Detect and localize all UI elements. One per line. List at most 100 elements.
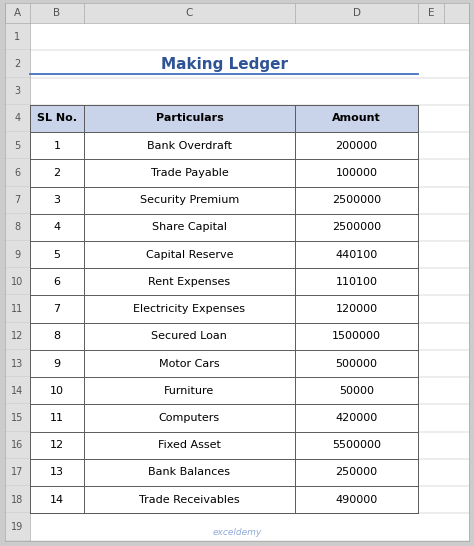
Bar [5, 132, 30, 159]
Bar [30, 187, 418, 214]
Bar [30, 405, 418, 432]
Text: 16: 16 [11, 440, 24, 450]
Text: 14: 14 [11, 386, 24, 396]
Text: Rent Expenses: Rent Expenses [148, 277, 230, 287]
Bar [5, 50, 30, 78]
Bar [5, 486, 30, 513]
Text: 18: 18 [11, 495, 24, 505]
Text: 15: 15 [11, 413, 24, 423]
Bar [5, 513, 30, 541]
Text: 120000: 120000 [336, 304, 378, 314]
Text: 2: 2 [14, 59, 21, 69]
Bar [5, 241, 30, 268]
Text: 1: 1 [54, 141, 61, 151]
Text: 420000: 420000 [336, 413, 378, 423]
Bar [30, 432, 418, 459]
Text: 5: 5 [14, 141, 21, 151]
Text: 500000: 500000 [336, 359, 378, 369]
Text: 9: 9 [54, 359, 61, 369]
Bar [5, 23, 30, 50]
Bar [5, 159, 30, 187]
Bar [30, 323, 418, 350]
Text: 10: 10 [11, 277, 24, 287]
Text: 11: 11 [50, 413, 64, 423]
Text: 100000: 100000 [336, 168, 378, 178]
Text: Fixed Asset: Fixed Asset [158, 440, 221, 450]
Text: Bank Overdraft: Bank Overdraft [147, 141, 232, 151]
Text: 2: 2 [54, 168, 61, 178]
Text: 6: 6 [14, 168, 20, 178]
Text: Making Ledger: Making Ledger [161, 57, 288, 72]
Text: Trade Payable: Trade Payable [151, 168, 228, 178]
Bar [30, 132, 418, 159]
Bar [30, 159, 418, 187]
Bar [5, 3, 469, 23]
Text: A: A [14, 8, 21, 18]
Text: 3: 3 [14, 86, 20, 96]
Text: 440100: 440100 [336, 250, 378, 260]
Text: 13: 13 [11, 359, 24, 369]
Text: 13: 13 [50, 467, 64, 477]
Bar [30, 459, 418, 486]
Text: 10: 10 [50, 386, 64, 396]
Text: 2500000: 2500000 [332, 222, 381, 233]
Text: SL No.: SL No. [37, 114, 77, 123]
Text: 12: 12 [50, 440, 64, 450]
Bar [30, 486, 418, 513]
Bar [30, 350, 418, 377]
Text: 14: 14 [50, 495, 64, 505]
Bar [5, 214, 30, 241]
Text: 5500000: 5500000 [332, 440, 381, 450]
Bar [5, 377, 30, 405]
Text: 6: 6 [54, 277, 61, 287]
Text: exceldemy: exceldemy [212, 528, 262, 537]
Text: 12: 12 [11, 331, 24, 341]
Text: Furniture: Furniture [164, 386, 215, 396]
Text: 7: 7 [14, 195, 21, 205]
Text: Electricity Expenses: Electricity Expenses [133, 304, 246, 314]
Text: 50000: 50000 [339, 386, 374, 396]
Text: 3: 3 [54, 195, 61, 205]
Bar [30, 105, 418, 132]
Text: 1500000: 1500000 [332, 331, 381, 341]
Text: Security Premium: Security Premium [140, 195, 239, 205]
Text: 4: 4 [14, 114, 20, 123]
Text: Capital Reserve: Capital Reserve [146, 250, 233, 260]
Bar [5, 295, 30, 323]
Text: Amount: Amount [332, 114, 381, 123]
Text: 250000: 250000 [336, 467, 378, 477]
Text: Computers: Computers [159, 413, 220, 423]
Bar [5, 268, 30, 295]
Text: 5: 5 [54, 250, 61, 260]
Text: Bank Balances: Bank Balances [148, 467, 230, 477]
Bar [5, 432, 30, 459]
Text: 8: 8 [54, 331, 61, 341]
Bar [5, 405, 30, 432]
Bar [30, 241, 418, 268]
Text: 19: 19 [11, 522, 24, 532]
Text: Motor Cars: Motor Cars [159, 359, 220, 369]
Text: 17: 17 [11, 467, 24, 477]
Text: Particulars: Particulars [155, 114, 223, 123]
Text: Share Capital: Share Capital [152, 222, 227, 233]
Bar [5, 323, 30, 350]
Text: 1: 1 [14, 32, 20, 42]
Text: 7: 7 [54, 304, 61, 314]
Text: 11: 11 [11, 304, 24, 314]
Text: 2500000: 2500000 [332, 195, 381, 205]
Bar [5, 187, 30, 214]
Bar [5, 105, 30, 132]
Bar [30, 377, 418, 405]
Text: 490000: 490000 [336, 495, 378, 505]
Text: Trade Receivables: Trade Receivables [139, 495, 240, 505]
Bar [30, 295, 418, 323]
Bar [5, 459, 30, 486]
Text: 200000: 200000 [336, 141, 378, 151]
Text: 4: 4 [54, 222, 61, 233]
Bar [5, 350, 30, 377]
Text: C: C [186, 8, 193, 18]
Text: 8: 8 [14, 222, 20, 233]
Text: D: D [353, 8, 361, 18]
Bar [5, 78, 30, 105]
Text: Secured Loan: Secured Loan [152, 331, 228, 341]
